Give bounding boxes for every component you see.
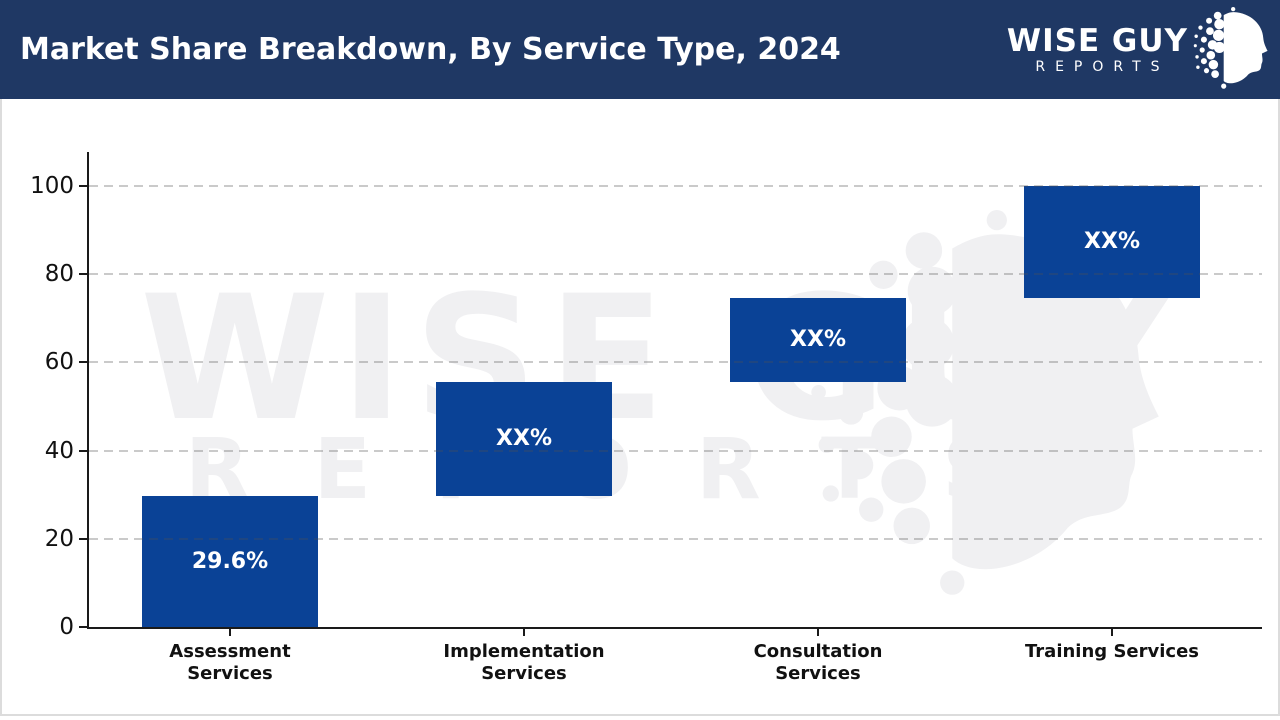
y-tick-100: [79, 185, 88, 187]
bar-assessment-services: [142, 496, 318, 627]
y-tick-label-80: 80: [44, 261, 74, 288]
x-category-label-implementation-services: Implementation Services: [443, 641, 605, 684]
face-profile-icon: [1193, 7, 1268, 89]
y-axis-line: [87, 152, 89, 629]
x-category-label-consultation-services: Consultation Services: [753, 641, 883, 684]
y-tick-0: [79, 626, 88, 628]
y-tick-20: [79, 537, 88, 540]
gridline-20: [89, 537, 1262, 540]
gridline-60: [89, 361, 1262, 364]
bar-consultation-services: [730, 298, 906, 383]
page-title: Market Share Breakdown, By Service Type,…: [20, 32, 841, 67]
y-tick-40: [79, 449, 88, 452]
bar-implementation-services: [436, 382, 612, 497]
header: Market Share Breakdown, By Service Type,…: [0, 0, 1280, 99]
x-tick-training-services: [1111, 629, 1113, 636]
watermark-face-profile-icon: [811, 210, 1159, 595]
bar-value-label-assessment-services: 29.6%: [191, 548, 269, 574]
gridline-80: [89, 273, 1262, 276]
bar-value-label-consultation-services: XX%: [790, 327, 846, 353]
x-tick-consultation-services: [817, 629, 819, 636]
y-tick-label-0: 0: [59, 614, 74, 640]
logo-name-text: WISE GUY: [1006, 22, 1188, 59]
y-tick-80: [79, 273, 88, 276]
x-category-label-training-services: Training Services: [1025, 641, 1199, 662]
x-tick-assessment-services: [229, 629, 231, 636]
page-frame: [0, 99, 1280, 716]
bar-value-label-training-services: XX%: [1084, 229, 1140, 254]
x-axis-line: [87, 627, 1262, 629]
logo-reports-text: REPORTS: [1035, 58, 1170, 75]
x-tick-implementation-services: [523, 629, 525, 636]
y-tick-label-20: 20: [44, 525, 74, 552]
bar-training-services: [1024, 186, 1200, 298]
gridline-40: [89, 449, 1262, 452]
y-tick-label-60: 60: [44, 349, 74, 376]
y-tick-label-40: 40: [44, 437, 74, 464]
gridline-100: [89, 185, 1262, 187]
bar-value-label-implementation-services: XX%: [496, 426, 552, 452]
logo-wise-guy: WISE GUY REPORTS: [1007, 0, 1188, 99]
y-tick-60: [79, 361, 88, 364]
y-tick-label-100: 100: [30, 173, 74, 199]
x-category-label-assessment-services: Assessment Services: [169, 641, 291, 684]
